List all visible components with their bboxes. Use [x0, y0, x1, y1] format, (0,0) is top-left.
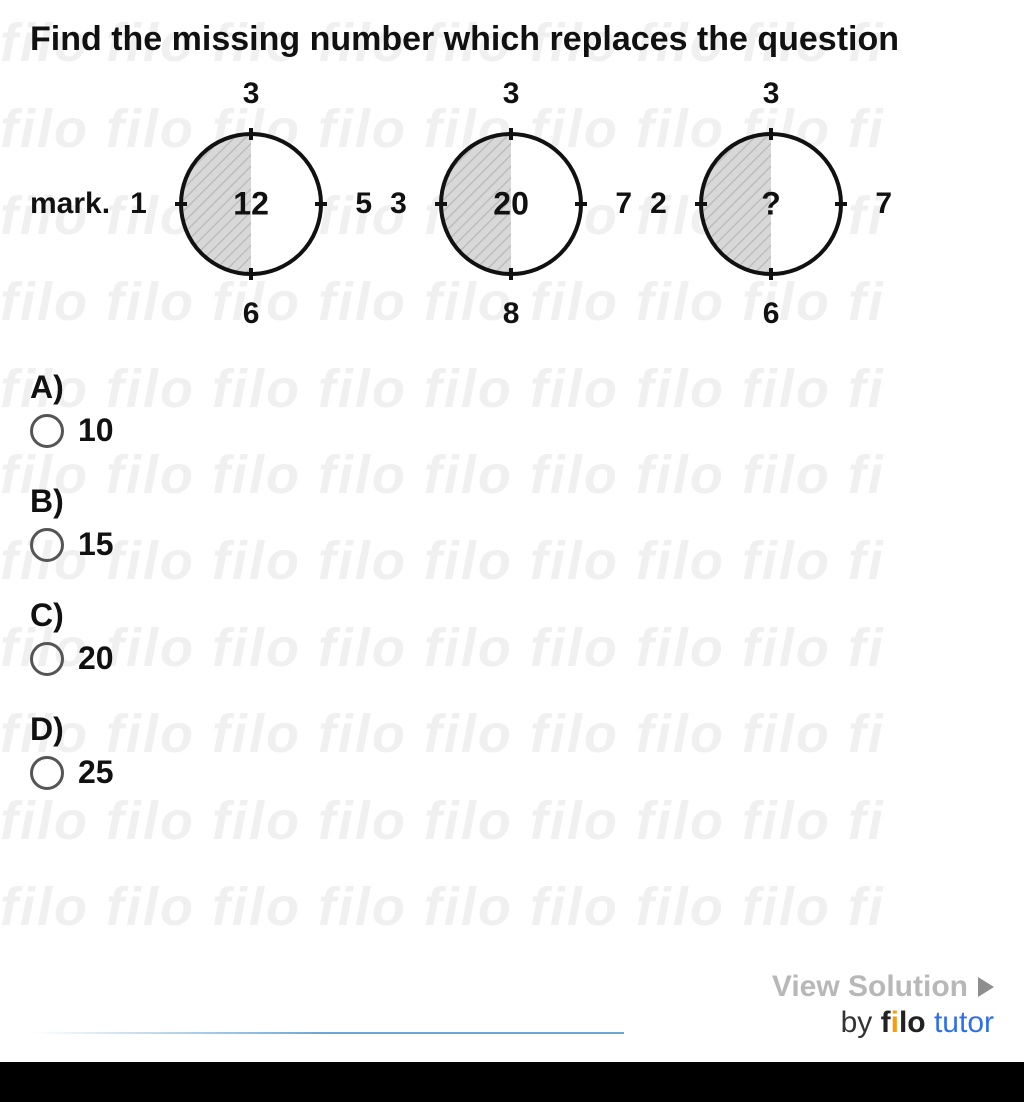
option-letter: A) [30, 369, 994, 406]
circle-1-center: 12 [233, 186, 269, 223]
brand-lo: lo [899, 1006, 926, 1039]
option-letter: C) [30, 597, 994, 634]
circle-1-top: 3 [243, 77, 260, 111]
option-C: C) 20 [30, 597, 994, 677]
option-value: 25 [78, 754, 114, 791]
circles-host: 3561123783203762? [126, 79, 896, 329]
option-value: 15 [78, 526, 114, 563]
option-letter: D) [30, 711, 994, 748]
play-icon [978, 977, 994, 997]
bottom-black-bar [0, 1062, 1024, 1102]
option-row[interactable]: 10 [30, 412, 994, 449]
view-solution-label: View Solution [772, 970, 968, 1004]
option-B: B) 15 [30, 483, 994, 563]
option-value: 20 [78, 640, 114, 677]
radio-icon[interactable] [30, 642, 64, 676]
question-title: Find the missing number which replaces t… [30, 20, 994, 59]
content: Find the missing number which replaces t… [30, 20, 994, 791]
option-row[interactable]: 15 [30, 526, 994, 563]
circle-3-bottom: 6 [763, 297, 780, 331]
by-label: by [841, 1006, 881, 1039]
radio-icon[interactable] [30, 528, 64, 562]
brand-filo: filo [881, 1006, 926, 1039]
option-row[interactable]: 20 [30, 640, 994, 677]
option-row[interactable]: 25 [30, 754, 994, 791]
brand-i-dot: i [891, 1006, 899, 1039]
circle-2-top: 3 [503, 77, 520, 111]
circle-2-bottom: 8 [503, 297, 520, 331]
watermark-row: filo filo filo filo filo filo filo filo … [0, 864, 1024, 950]
by-line: by filo tutor [841, 1006, 994, 1040]
circle-2: 3 7 8 3 20 [386, 79, 636, 329]
circle-2-center: 20 [493, 186, 529, 223]
radio-icon[interactable] [30, 414, 64, 448]
option-value: 10 [78, 412, 114, 449]
figure-row: mark. 3561123783203762? [30, 79, 994, 329]
footer: View Solution by filo tutor [30, 970, 994, 1040]
option-letter: B) [30, 483, 994, 520]
brand-f: f [881, 1006, 891, 1039]
options: A) 10 B) 15 C) 20 D) 25 [30, 369, 994, 791]
circle-2-right: 7 [615, 187, 632, 221]
circle-2-left: 3 [390, 187, 407, 221]
mark-label: mark. [30, 187, 110, 221]
circle-1: 3 5 6 1 12 [126, 79, 376, 329]
page: filo filo filo filo filo filo filo filo … [0, 0, 1024, 1062]
circle-3: 3 7 6 2? [646, 79, 896, 329]
tutor-label: tutor [926, 1006, 994, 1039]
circle-3-top: 3 [763, 77, 780, 111]
radio-icon[interactable] [30, 756, 64, 790]
option-D: D) 25 [30, 711, 994, 791]
option-A: A) 10 [30, 369, 994, 449]
circle-1-right: 5 [355, 187, 372, 221]
circle-1-bottom: 6 [243, 297, 260, 331]
circle-3-center: ? [761, 186, 781, 223]
circle-1-left: 1 [130, 187, 147, 221]
view-solution-button[interactable]: View Solution [772, 970, 994, 1004]
circle-3-right: 7 [875, 187, 892, 221]
circle-3-left: 2 [650, 187, 667, 221]
